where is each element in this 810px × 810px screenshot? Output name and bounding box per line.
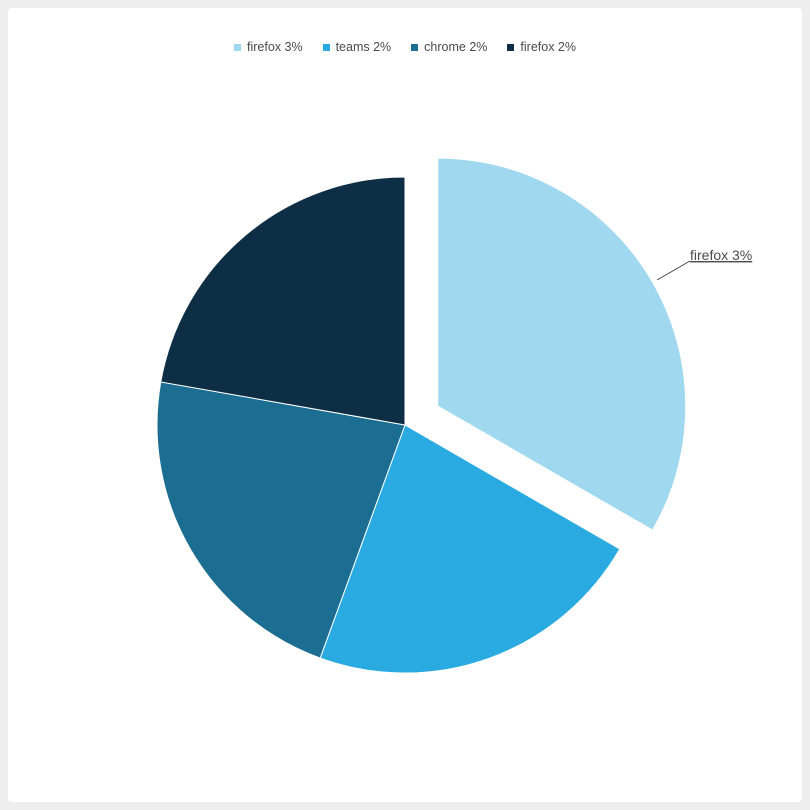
svg-text:firefox 3%: firefox 3% bbox=[690, 247, 752, 263]
